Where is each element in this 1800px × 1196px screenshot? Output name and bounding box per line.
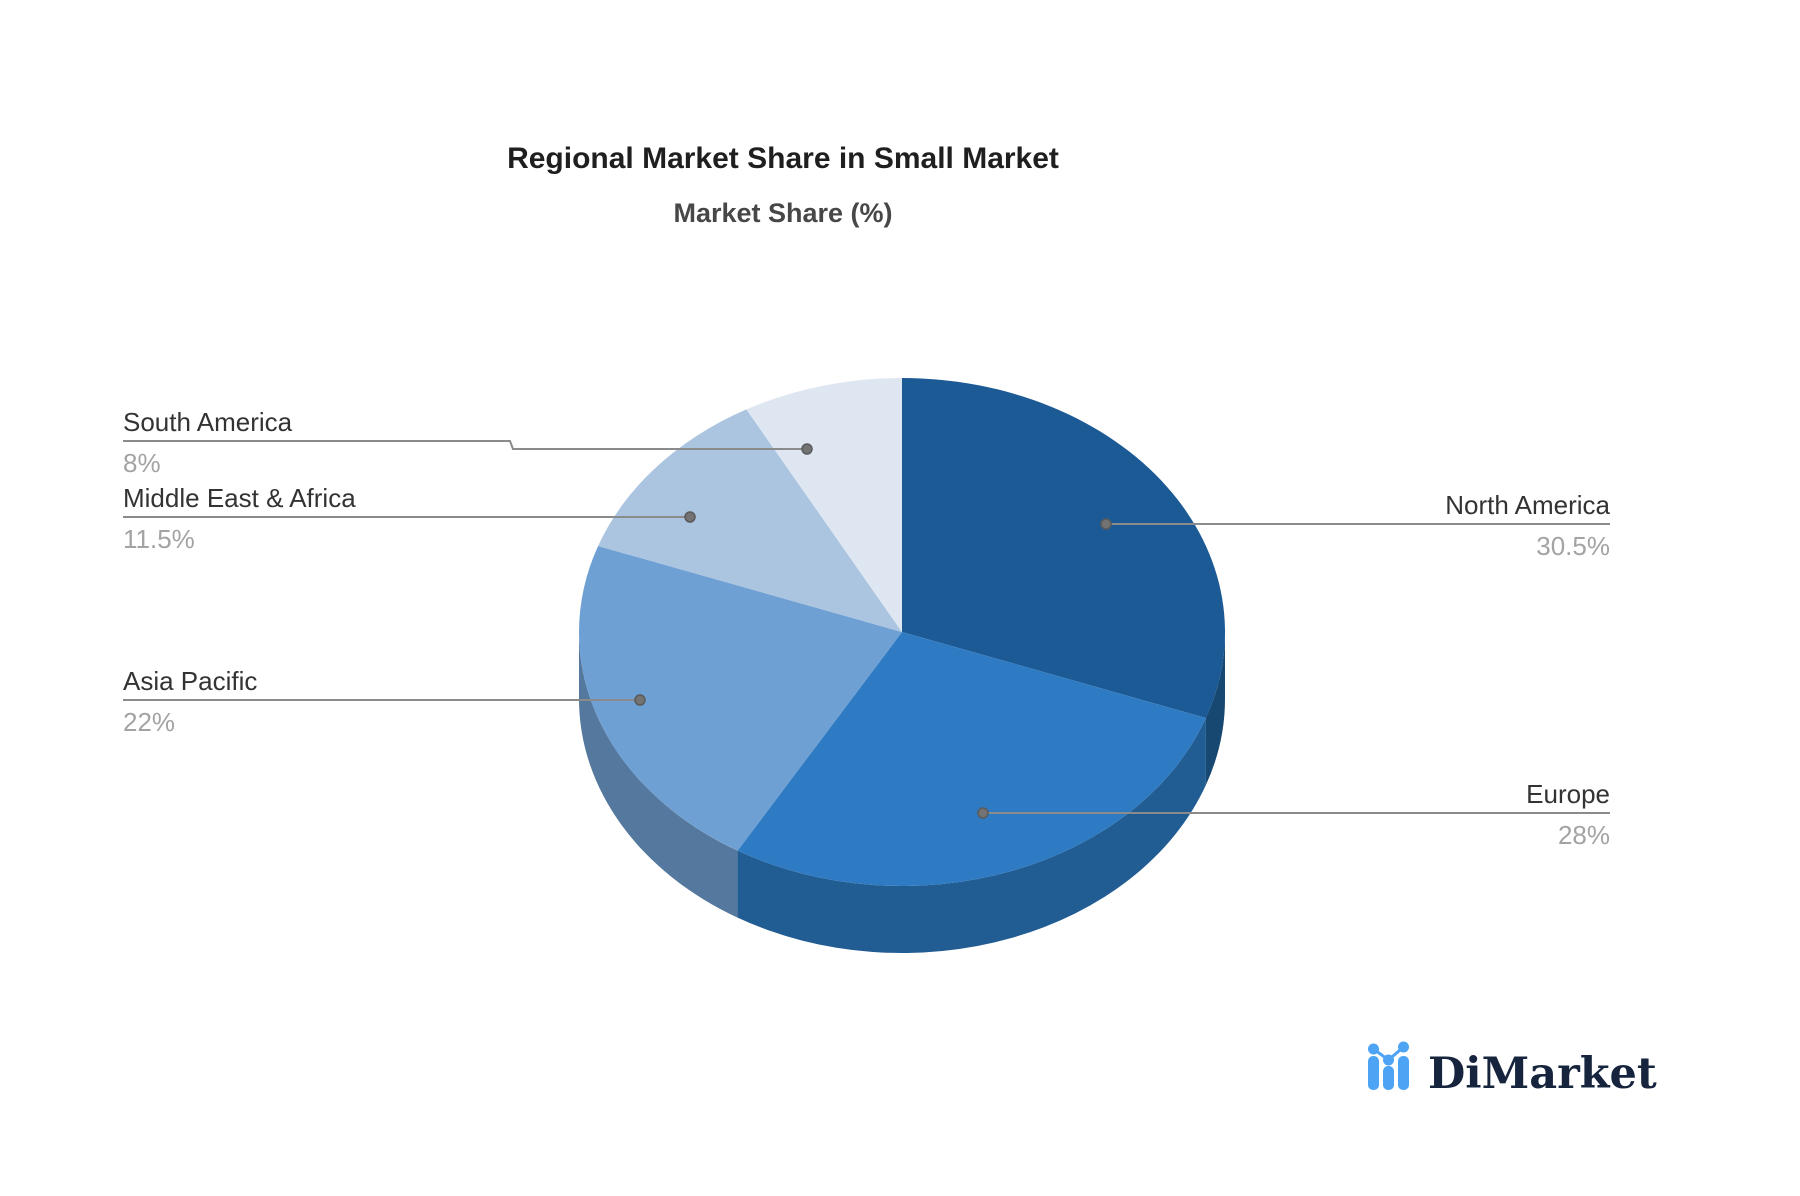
pie-slice-middle-east-africa[interactable] [598, 409, 902, 632]
logo-bar [1368, 1056, 1379, 1090]
pie-slice-europe[interactable] [737, 632, 1206, 886]
leader-line-south-america [123, 440, 807, 450]
chart-subtitle: Market Share (%) [673, 198, 892, 228]
leader-dot-europe [977, 807, 989, 819]
logo-dot [1383, 1054, 1394, 1066]
pie-slices [579, 378, 1225, 886]
pie-slice-side-north-america [1205, 632, 1225, 786]
slice-value-south-america: 8% [123, 448, 161, 478]
logo-bar [1383, 1066, 1394, 1090]
slice-label-south-america: South America [123, 407, 293, 437]
slice-label-asia-pacific: Asia Pacific [123, 666, 257, 696]
pie-slice-side-europe [737, 718, 1206, 953]
slice-value-europe: 28% [1558, 820, 1610, 850]
slice-value-north-america: 30.5% [1536, 531, 1610, 561]
pie-side-rims [579, 632, 1225, 953]
leader-dot-south-america [801, 443, 813, 455]
pie-slice-north-america[interactable] [902, 378, 1225, 719]
slice-value-asia-pacific: 22% [123, 707, 175, 737]
slice-label-middle-east-africa: Middle East & Africa [123, 483, 356, 513]
slice-label-north-america: North America [1445, 490, 1610, 520]
chart-title: Regional Market Share in Small Market [507, 142, 1059, 175]
slice-label-europe: Europe [1526, 779, 1610, 809]
pie-slice-south-america[interactable] [746, 378, 902, 632]
pie-slice-side-asia-pacific [579, 632, 738, 918]
logo-dot [1368, 1043, 1379, 1055]
logo-text: DiMarket [1428, 1049, 1657, 1099]
pie-slice-asia-pacific[interactable] [579, 545, 902, 851]
dimarket-logo: DiMarket [1368, 1041, 1657, 1099]
leader-dot-north-america [1100, 518, 1112, 530]
logo-dot [1398, 1041, 1409, 1053]
slice-value-middle-east-africa: 11.5% [123, 524, 195, 554]
leader-dot-middle-east-africa [684, 511, 696, 523]
slice-labels: North America 30.5% Europe 28% Asia Pacific 2… [123, 407, 1611, 850]
leader-dot-asia-pacific [634, 694, 646, 706]
leader-lines [123, 440, 1610, 819]
logo-bar [1398, 1056, 1409, 1090]
